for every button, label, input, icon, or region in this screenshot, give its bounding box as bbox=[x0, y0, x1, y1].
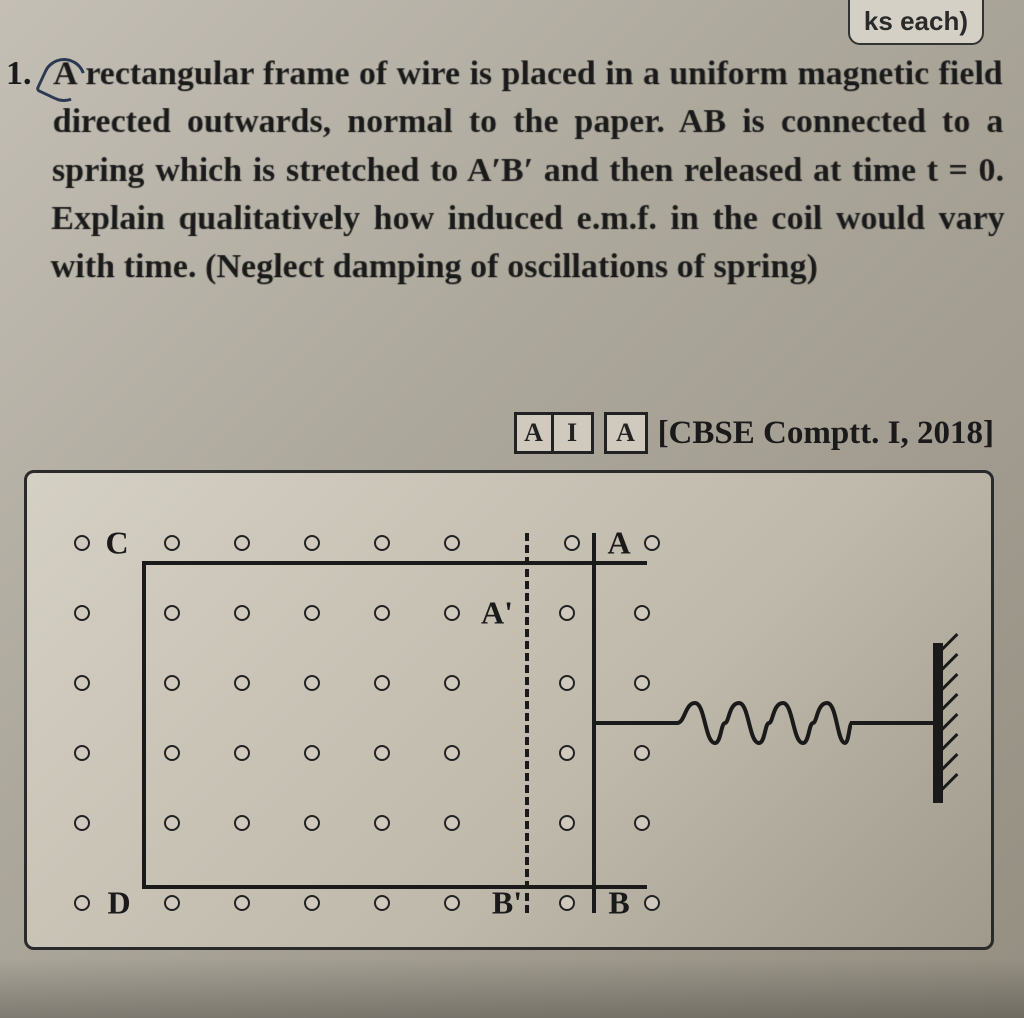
page-shadow bbox=[0, 958, 1024, 1018]
field-dot bbox=[234, 895, 250, 911]
field-dot bbox=[234, 605, 250, 621]
field-dot bbox=[374, 745, 390, 761]
question-text: A rectangular frame of wire is placed in… bbox=[50, 50, 1005, 291]
spring-icon bbox=[677, 698, 852, 748]
badge-ai-left: A bbox=[517, 415, 554, 451]
wire-db bbox=[142, 885, 647, 889]
field-dot bbox=[304, 605, 320, 621]
badge-a-icon: A bbox=[604, 412, 648, 454]
field-dot bbox=[74, 815, 90, 831]
field-dot bbox=[444, 535, 460, 551]
field-dot bbox=[234, 745, 250, 761]
field-dot bbox=[444, 745, 460, 761]
field-dot bbox=[444, 895, 460, 911]
label-d: D bbox=[107, 885, 130, 922]
badge-ai-icon: A I bbox=[514, 412, 594, 454]
field-dot bbox=[559, 675, 575, 691]
field-dot bbox=[304, 535, 320, 551]
field-dot bbox=[374, 895, 390, 911]
field-dot bbox=[304, 815, 320, 831]
field-dot bbox=[374, 535, 390, 551]
field-dot bbox=[234, 675, 250, 691]
wire-connector-right bbox=[850, 721, 935, 725]
label-aprime: A' bbox=[481, 595, 513, 632]
field-dot bbox=[304, 895, 320, 911]
field-dot bbox=[634, 745, 650, 761]
header-fragment: ks each) bbox=[848, 0, 984, 45]
field-dot bbox=[74, 605, 90, 621]
field-dot bbox=[234, 535, 250, 551]
field-dot bbox=[164, 605, 180, 621]
diagram-box: C A A' bbox=[24, 470, 994, 950]
field-dot bbox=[634, 605, 650, 621]
field-dot bbox=[444, 815, 460, 831]
field-dot bbox=[164, 535, 180, 551]
wire-cd bbox=[142, 561, 146, 885]
field-dot bbox=[374, 605, 390, 621]
label-b: B bbox=[608, 885, 629, 922]
label-a: A bbox=[607, 525, 630, 562]
field-dot bbox=[234, 815, 250, 831]
field-dot bbox=[564, 535, 580, 551]
field-dot bbox=[164, 675, 180, 691]
question-number: 1. bbox=[6, 55, 32, 93]
wire-ca bbox=[142, 561, 647, 565]
field-dot bbox=[559, 895, 575, 911]
field-dot bbox=[74, 535, 90, 551]
page-root: ks each) 1. A rectangular frame of wire … bbox=[0, 0, 1024, 1018]
field-dot bbox=[374, 675, 390, 691]
label-c: C bbox=[105, 525, 128, 562]
field-dot bbox=[164, 815, 180, 831]
field-dot bbox=[74, 745, 90, 761]
field-dot bbox=[634, 675, 650, 691]
field-dot bbox=[559, 815, 575, 831]
badge-ai-right: I bbox=[554, 418, 591, 448]
citation-row: A I A [CBSE Comptt. I, 2018] bbox=[0, 412, 994, 454]
field-dot bbox=[634, 815, 650, 831]
label-bprime: B' bbox=[492, 885, 522, 922]
field-dot bbox=[164, 895, 180, 911]
field-dot bbox=[374, 815, 390, 831]
field-dot bbox=[74, 675, 90, 691]
field-dot bbox=[304, 745, 320, 761]
wire-aprime-bprime bbox=[525, 533, 529, 913]
field-dot bbox=[559, 605, 575, 621]
field-dot bbox=[644, 535, 660, 551]
field-dot bbox=[644, 895, 660, 911]
field-dot bbox=[559, 745, 575, 761]
wire-connector-left bbox=[594, 721, 679, 725]
field-dot bbox=[304, 675, 320, 691]
field-dot bbox=[444, 675, 460, 691]
field-dot bbox=[444, 605, 460, 621]
field-dot bbox=[164, 745, 180, 761]
citation-text: [CBSE Comptt. I, 2018] bbox=[658, 415, 994, 452]
field-dot bbox=[74, 895, 90, 911]
